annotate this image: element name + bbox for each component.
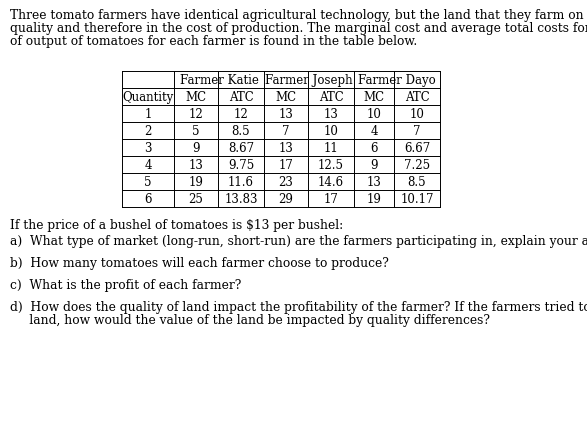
Text: 13: 13 [279, 142, 294, 155]
Text: 8.5: 8.5 [408, 176, 426, 189]
Text: 2: 2 [144, 125, 151, 138]
Text: 4: 4 [370, 125, 378, 138]
Text: Farmer Dayo: Farmer Dayo [358, 74, 436, 87]
Text: Three tomato farmers have identical agricultural technology, but the land that t: Three tomato farmers have identical agri… [10, 9, 587, 22]
Text: 1: 1 [144, 108, 151, 121]
Text: 12: 12 [234, 108, 248, 121]
Text: 13: 13 [279, 108, 294, 121]
Text: 9.75: 9.75 [228, 158, 254, 172]
Text: 10: 10 [410, 108, 424, 121]
Text: 10.17: 10.17 [400, 193, 434, 205]
Text: Quantity: Quantity [122, 91, 174, 104]
Text: b)  How many tomatoes will each farmer choose to produce?: b) How many tomatoes will each farmer ch… [10, 256, 389, 269]
Text: 25: 25 [188, 193, 204, 205]
Text: 9: 9 [193, 142, 200, 155]
Text: ATC: ATC [228, 91, 254, 104]
Text: ATC: ATC [404, 91, 429, 104]
Text: Farmer Katie: Farmer Katie [180, 74, 258, 87]
Text: 17: 17 [279, 158, 294, 172]
Text: MC: MC [185, 91, 207, 104]
Text: 14.6: 14.6 [318, 176, 344, 189]
Text: 11.6: 11.6 [228, 176, 254, 189]
Text: 12.5: 12.5 [318, 158, 344, 172]
Text: a)  What type of market (long-run, short-run) are the farmers participating in, : a) What type of market (long-run, short-… [10, 234, 587, 248]
Text: 13: 13 [188, 158, 204, 172]
Text: 11: 11 [323, 142, 338, 155]
Text: MC: MC [363, 91, 384, 104]
Text: 8.5: 8.5 [232, 125, 250, 138]
Text: MC: MC [275, 91, 296, 104]
Text: 6: 6 [370, 142, 378, 155]
Text: 5: 5 [144, 176, 152, 189]
Text: 29: 29 [279, 193, 294, 205]
Text: If the price of a bushel of tomatoes is $13 per bushel:: If the price of a bushel of tomatoes is … [10, 219, 343, 231]
Text: of output of tomatoes for each farmer is found in the table below.: of output of tomatoes for each farmer is… [10, 35, 417, 48]
Text: 7: 7 [282, 125, 290, 138]
Text: 12: 12 [188, 108, 203, 121]
Text: 8.67: 8.67 [228, 142, 254, 155]
Text: 6.67: 6.67 [404, 142, 430, 155]
Text: 7.25: 7.25 [404, 158, 430, 172]
Text: 19: 19 [366, 193, 382, 205]
Text: d)  How does the quality of land impact the profitability of the farmer? If the : d) How does the quality of land impact t… [10, 300, 587, 313]
Text: 13: 13 [366, 176, 382, 189]
Text: 10: 10 [366, 108, 382, 121]
Text: 3: 3 [144, 142, 152, 155]
Text: 9: 9 [370, 158, 378, 172]
Text: 17: 17 [323, 193, 339, 205]
Text: 19: 19 [188, 176, 204, 189]
Text: c)  What is the profit of each farmer?: c) What is the profit of each farmer? [10, 278, 241, 291]
Text: 6: 6 [144, 193, 152, 205]
Text: 13: 13 [323, 108, 339, 121]
Text: ATC: ATC [319, 91, 343, 104]
Text: Farmer Joseph: Farmer Joseph [265, 74, 353, 87]
Text: 7: 7 [413, 125, 421, 138]
Text: 13.83: 13.83 [224, 193, 258, 205]
Text: quality and therefore in the cost of production. The marginal cost and average t: quality and therefore in the cost of pro… [10, 22, 587, 35]
Text: 23: 23 [279, 176, 294, 189]
Text: land, how would the value of the land be impacted by quality differences?: land, how would the value of the land be… [10, 313, 490, 326]
Text: 5: 5 [193, 125, 200, 138]
Text: 10: 10 [323, 125, 339, 138]
Text: 4: 4 [144, 158, 152, 172]
